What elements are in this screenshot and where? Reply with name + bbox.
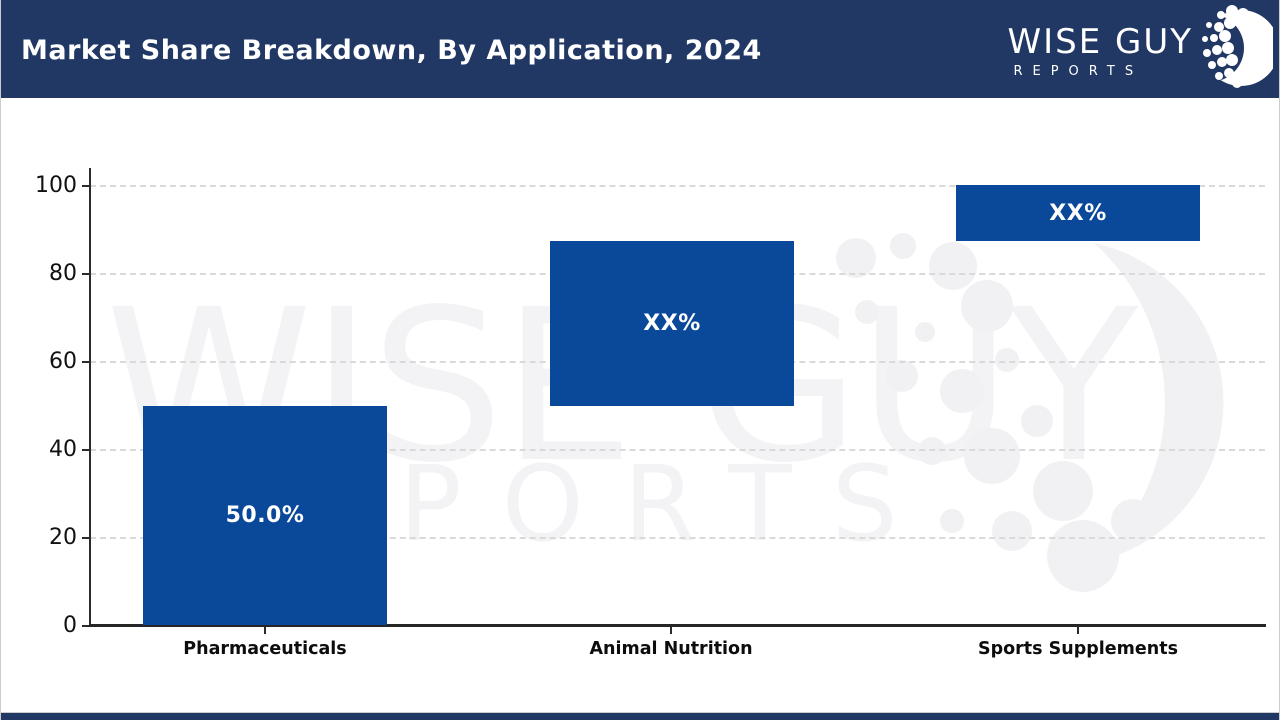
wiseguy-logo: WISE GUY REPORTS [1007,25,1193,79]
x-label-pharmaceuticals: Pharmaceuticals [183,639,347,659]
y-tick-40 [82,449,89,451]
x-label-sports-supplements: Sports Supplements [978,639,1178,659]
y-tick-100 [82,185,89,187]
x-tick-sports-supplements [1077,627,1079,634]
y-tick-label-20: 20 [49,525,77,550]
bar-pharmaceuticals: 50.0% [143,406,387,625]
y-tick-20 [82,537,89,539]
footer-bar [1,712,1279,720]
y-axis-line [89,168,91,627]
x-axis-line [89,624,1266,627]
y-tick-label-0: 0 [63,613,77,638]
bar-animal-nutrition: XX% [550,241,794,406]
y-tick-label-60: 60 [49,349,77,374]
x-tick-pharmaceuticals [264,627,266,634]
logo-dotted-head-icon [1199,5,1273,88]
logo-wiseguy-text: WISE GUY [1007,22,1193,62]
logo-reports-text: REPORTS [1013,64,1144,79]
gridline-40 [90,449,1265,451]
y-tick-label-80: 80 [49,261,77,286]
bar-label-pharmaceuticals: 50.0% [225,503,305,528]
x-tick-animal-nutrition [670,627,672,634]
bar-label-sports-supplements: XX% [1049,200,1107,226]
y-tick-label-40: 40 [49,437,77,462]
y-tick-60 [82,361,89,363]
gridline-20 [90,537,1265,539]
bar-sports-supplements: XX% [956,185,1200,241]
y-tick-label-100: 100 [35,173,77,198]
x-label-animal-nutrition: Animal Nutrition [589,639,753,659]
gridline-100 [90,185,1265,187]
y-tick-80 [82,273,89,275]
page-title: Market Share Breakdown, By Application, … [21,35,762,66]
y-tick-0 [82,625,89,627]
bar-label-animal-nutrition: XX% [643,311,701,336]
header-bar: Market Share Breakdown, By Application, … [1,0,1279,98]
